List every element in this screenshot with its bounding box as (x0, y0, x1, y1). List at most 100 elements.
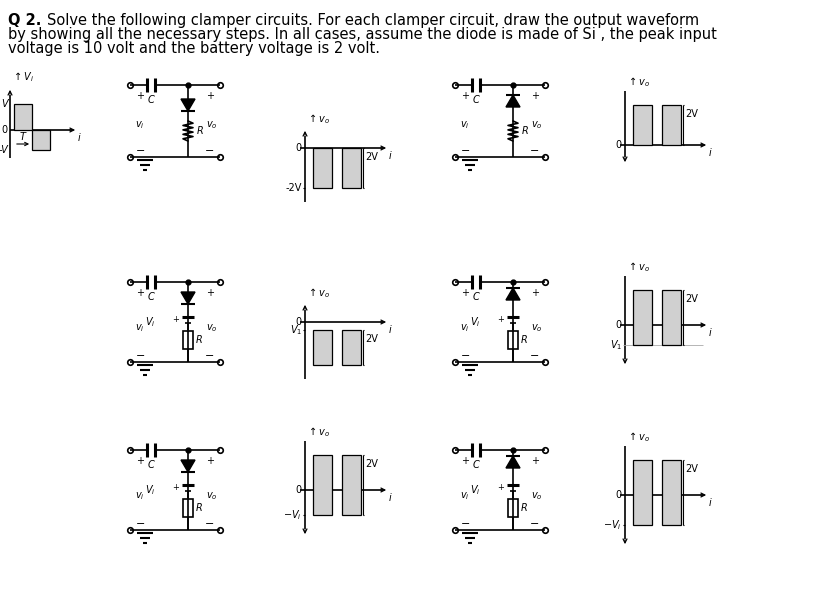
Text: +: + (531, 288, 539, 298)
Bar (662, 460, 681, 525)
Bar (508, 499, 518, 517)
Text: −: − (530, 146, 539, 156)
Text: 2V: 2V (685, 294, 698, 304)
Polygon shape (181, 99, 195, 111)
Bar (342, 148, 361, 188)
Bar (662, 290, 681, 345)
Text: $-V_i$: $-V_i$ (284, 508, 302, 522)
Text: +: + (497, 316, 504, 325)
Text: +: + (136, 288, 144, 298)
Bar (633, 460, 652, 525)
Text: +: + (206, 288, 214, 298)
Bar (32, 130, 50, 150)
Text: 0: 0 (296, 485, 302, 495)
Text: $V_i$: $V_i$ (469, 483, 480, 497)
Text: C: C (473, 95, 479, 105)
Text: $\uparrow v_o$: $\uparrow v_o$ (627, 75, 650, 89)
Text: $v_i$: $v_i$ (135, 490, 145, 502)
Text: 2V: 2V (365, 152, 378, 162)
Text: −: − (530, 351, 539, 361)
Text: R: R (196, 503, 203, 513)
Text: +: + (461, 288, 469, 298)
Polygon shape (506, 288, 520, 300)
Text: R: R (521, 503, 528, 513)
Text: $V_i$: $V_i$ (469, 315, 480, 329)
Bar (633, 105, 652, 145)
Text: 0: 0 (616, 140, 622, 150)
Text: C: C (148, 460, 154, 470)
Text: $v_i$: $v_i$ (460, 322, 469, 334)
Text: +: + (531, 91, 539, 101)
Text: -2V: -2V (285, 183, 302, 193)
Text: +: + (206, 91, 214, 101)
Text: V: V (2, 99, 8, 109)
Text: −: − (461, 146, 470, 156)
Text: +: + (531, 456, 539, 466)
Text: i: i (389, 151, 392, 161)
Text: $v_o$: $v_o$ (531, 322, 543, 334)
Text: i: i (709, 148, 711, 158)
Text: +: + (461, 456, 469, 466)
Text: $V_i$: $V_i$ (145, 315, 155, 329)
Text: $\uparrow v_o$: $\uparrow v_o$ (627, 260, 650, 274)
Text: $v_i$: $v_i$ (460, 490, 469, 502)
Text: $-V_i$: $-V_i$ (603, 518, 622, 532)
Text: $\uparrow v_o$: $\uparrow v_o$ (307, 112, 331, 126)
Text: Solve the following clamper circuits. For each clamper circuit, draw the output : Solve the following clamper circuits. Fo… (47, 13, 699, 28)
Text: $v_o$: $v_o$ (206, 490, 218, 502)
Bar (633, 290, 652, 345)
Text: +: + (497, 483, 504, 492)
Text: $v_o$: $v_o$ (206, 322, 218, 334)
Text: +: + (172, 483, 179, 492)
Text: Q 2.: Q 2. (8, 13, 42, 28)
Text: i: i (78, 133, 81, 143)
Text: by showing all the necessary steps. In all cases, assume the diode is made of Si: by showing all the necessary steps. In a… (8, 27, 717, 42)
Text: $V_1$: $V_1$ (610, 338, 622, 352)
Bar (342, 330, 361, 365)
Text: $v_o$: $v_o$ (531, 490, 543, 502)
Bar (313, 455, 332, 515)
Text: R: R (521, 335, 528, 345)
Text: T: T (20, 132, 26, 142)
Text: voltage is 10 volt and the battery voltage is 2 volt.: voltage is 10 volt and the battery volta… (8, 41, 380, 56)
Text: -V: -V (0, 145, 8, 155)
Text: 0: 0 (616, 320, 622, 330)
Text: −: − (136, 519, 145, 529)
Text: $v_i$: $v_i$ (135, 119, 145, 131)
Text: $\uparrow v_o$: $\uparrow v_o$ (627, 430, 650, 444)
Text: $v_i$: $v_i$ (460, 119, 469, 131)
Text: C: C (473, 460, 479, 470)
Text: C: C (148, 95, 154, 105)
Text: −: − (136, 351, 145, 361)
Text: i: i (389, 325, 392, 335)
Text: $V_i$: $V_i$ (145, 483, 155, 497)
Text: −: − (205, 519, 214, 529)
Bar (183, 331, 193, 349)
Text: R: R (522, 126, 529, 136)
Text: +: + (206, 456, 214, 466)
Text: 0: 0 (1, 125, 7, 135)
Bar (14, 104, 32, 130)
Text: −: − (136, 146, 145, 156)
Text: i: i (709, 498, 711, 508)
Text: 2V: 2V (685, 464, 698, 474)
Text: −: − (530, 519, 539, 529)
Text: i: i (709, 328, 711, 338)
Polygon shape (181, 292, 195, 304)
Text: R: R (197, 126, 204, 136)
Text: +: + (172, 316, 179, 325)
Bar (313, 148, 332, 188)
Bar (662, 105, 681, 145)
Text: $v_i$: $v_i$ (135, 322, 145, 334)
Text: $\uparrow V_i$: $\uparrow V_i$ (12, 70, 34, 84)
Text: −: − (205, 146, 214, 156)
Text: +: + (136, 456, 144, 466)
Text: +: + (461, 91, 469, 101)
Text: C: C (148, 292, 154, 302)
Bar (342, 455, 361, 515)
Polygon shape (181, 460, 195, 472)
Polygon shape (506, 456, 520, 468)
Bar (313, 330, 332, 365)
Text: 2V: 2V (365, 334, 378, 344)
Text: −: − (205, 351, 214, 361)
